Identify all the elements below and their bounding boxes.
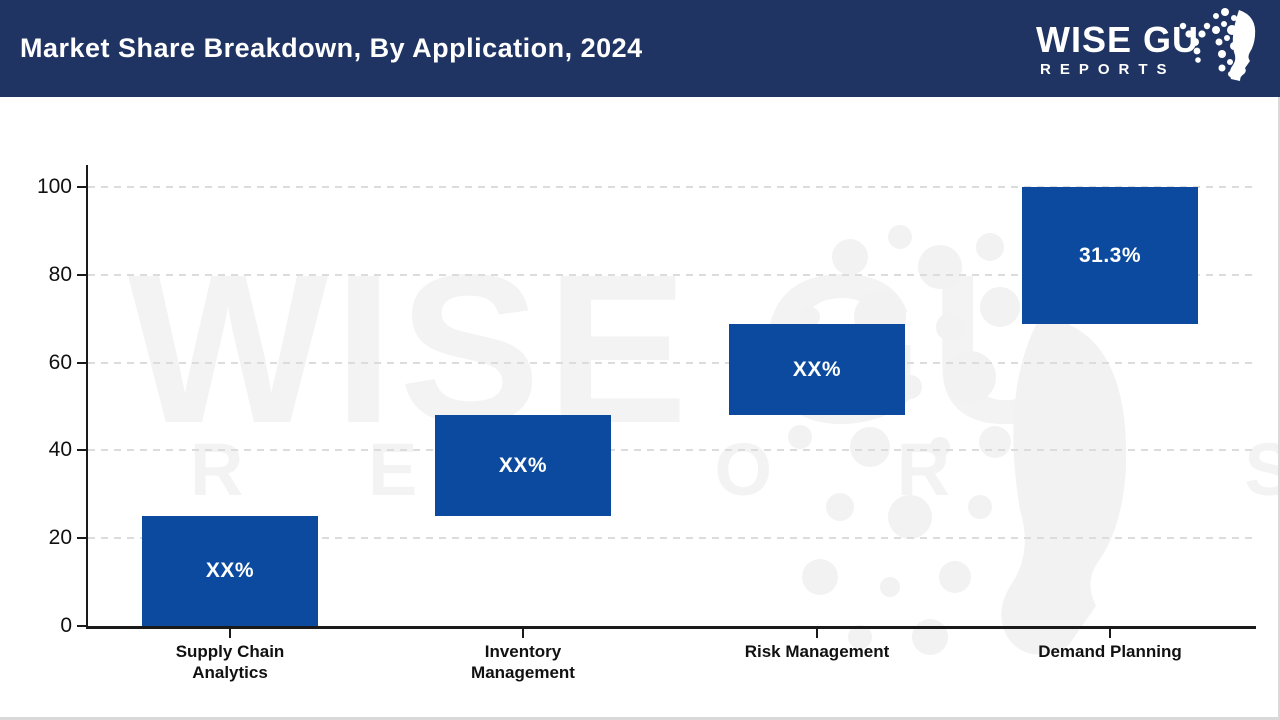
- y-tick-40: [77, 449, 86, 452]
- y-tick-100: [77, 186, 86, 188]
- y-tick-0: [77, 625, 86, 627]
- category-label-4: Demand Planning: [990, 641, 1230, 662]
- wise-guy-reports-logo: WISE GU REPORTS: [1026, 4, 1266, 94]
- bar-risk-management: XX%: [729, 324, 905, 416]
- logo-dotted-y: [1179, 22, 1211, 63]
- gridline-40: [88, 449, 1256, 452]
- gridline-60: [88, 361, 1256, 364]
- x-axis-line: [86, 626, 1256, 629]
- svg-text:REPORTS: REPORTS: [1040, 61, 1176, 78]
- y-tick-label-40: 40: [48, 438, 72, 462]
- bar-value-label: XX%: [498, 453, 548, 477]
- category-label-1: Supply Chain Analytics: [110, 641, 350, 683]
- y-tick-80: [77, 273, 86, 276]
- bar-supply-chain-analytics: XX%: [142, 516, 318, 626]
- x-tick-1: [229, 629, 231, 638]
- y-tick-label-0: 0: [60, 614, 72, 637]
- y-tick-20: [77, 537, 86, 540]
- category-label-line: Analytics: [192, 663, 268, 682]
- logo-face-dots: [1212, 7, 1256, 81]
- gridline-100: [88, 186, 1256, 188]
- category-label-3: Risk Management: [697, 641, 937, 662]
- logo-graphic: WISE GU REPORTS: [1036, 7, 1256, 81]
- gridline-80: [88, 273, 1256, 276]
- page-title: Market Share Breakdown, By Application, …: [20, 33, 643, 63]
- bar-demand-planning: 31.3%: [1022, 187, 1198, 325]
- header-bar: Market Share Breakdown, By Application, …: [0, 0, 1280, 97]
- y-tick-60: [77, 361, 86, 364]
- y-tick-label-60: 60: [48, 350, 72, 374]
- y-axis-line: [86, 165, 88, 629]
- category-label-2: Inventory Management: [403, 641, 643, 683]
- category-label-line: Risk Management: [744, 642, 890, 661]
- y-tick-label-100: 100: [36, 175, 72, 198]
- x-tick-4: [1109, 629, 1111, 638]
- bar-inventory-management: XX%: [435, 415, 611, 517]
- gridline-20: [88, 537, 1256, 540]
- category-label-line: Management: [471, 663, 575, 682]
- bar-value-label: 31.3%: [1078, 243, 1142, 267]
- category-label-line: Inventory: [484, 642, 562, 661]
- svg-text:WISE GU: WISE GU: [1036, 19, 1199, 60]
- bar-value-label: XX%: [792, 357, 842, 381]
- bar-value-label: XX%: [205, 559, 255, 583]
- x-tick-2: [522, 629, 524, 638]
- page-bottom-edge-line: [0, 717, 1280, 720]
- category-label-line: Supply Chain: [175, 642, 285, 661]
- page-right-edge-line: [1278, 97, 1280, 720]
- category-label-line: Demand Planning: [1038, 642, 1182, 661]
- x-tick-3: [816, 629, 818, 638]
- y-tick-label-20: 20: [48, 526, 72, 550]
- y-tick-label-80: 80: [48, 262, 72, 286]
